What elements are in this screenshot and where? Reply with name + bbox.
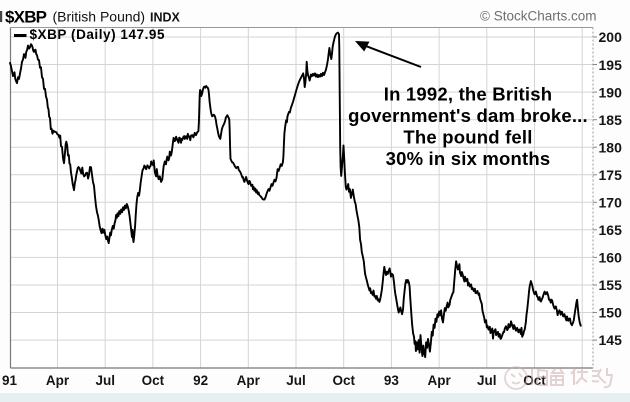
svg-text:170: 170 <box>599 195 623 211</box>
svg-text:160: 160 <box>599 250 623 266</box>
svg-text:91: 91 <box>2 373 18 388</box>
svg-text:The pound fell: The pound fell <box>403 127 532 148</box>
svg-text:© StockCharts.com: © StockCharts.com <box>480 9 596 24</box>
svg-text:Jul: Jul <box>95 373 115 388</box>
svg-text:92: 92 <box>193 373 208 388</box>
svg-text:government's dam broke...: government's dam broke... <box>348 105 588 126</box>
svg-text:175: 175 <box>599 167 623 183</box>
svg-text:(British Pound): (British Pound) <box>53 9 146 25</box>
svg-text:Apr: Apr <box>46 373 70 388</box>
svg-text:165: 165 <box>599 222 623 238</box>
svg-text:190: 190 <box>599 84 623 100</box>
svg-text:INDX: INDX <box>150 11 181 25</box>
svg-text:185: 185 <box>599 112 623 128</box>
svg-text:Apr: Apr <box>427 373 451 388</box>
svg-text:150: 150 <box>599 305 623 321</box>
svg-text:200: 200 <box>599 29 623 45</box>
svg-text:Jul: Jul <box>477 373 497 388</box>
svg-text:Jul: Jul <box>286 373 306 388</box>
svg-text:$XBP: $XBP <box>5 8 47 27</box>
svg-text:$XBP (Daily) 147.95: $XBP (Daily) 147.95 <box>30 27 166 42</box>
svg-text:195: 195 <box>599 57 623 73</box>
svg-text:Oct: Oct <box>332 373 355 388</box>
svg-text:Apr: Apr <box>237 373 261 388</box>
svg-text:180: 180 <box>599 139 623 155</box>
svg-text:In 1992, the British: In 1992, the British <box>384 84 553 105</box>
svg-text:155: 155 <box>599 277 623 293</box>
svg-text:93: 93 <box>384 373 400 388</box>
svg-text:145: 145 <box>599 332 623 348</box>
svg-text:Oct: Oct <box>142 373 165 388</box>
svg-text:30% in six months: 30% in six months <box>386 148 551 169</box>
